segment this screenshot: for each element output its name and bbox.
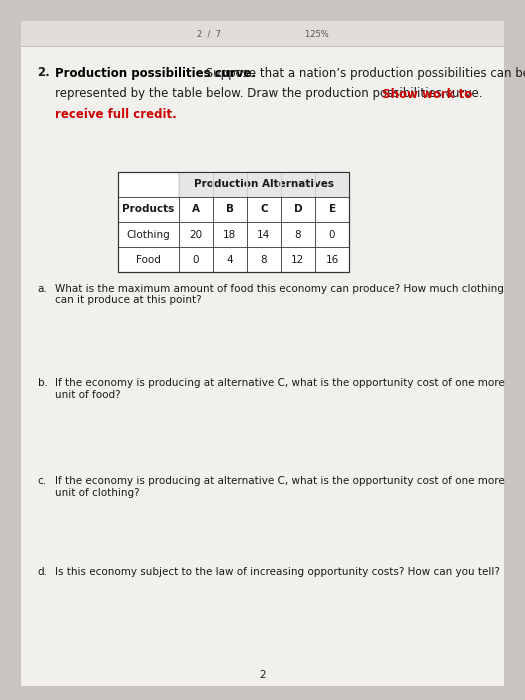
Text: A: A — [192, 204, 200, 214]
Text: Products: Products — [122, 204, 174, 214]
Text: D: D — [293, 204, 302, 214]
Text: Is this economy subject to the law of increasing opportunity costs? How can you : Is this economy subject to the law of in… — [55, 567, 500, 577]
Bar — [118, 172, 349, 272]
Text: 8: 8 — [295, 230, 301, 239]
Text: b.: b. — [38, 378, 48, 388]
Text: Food: Food — [136, 255, 161, 265]
Text: If the economy is producing at alternative C, what is the opportunity cost of on: If the economy is producing at alternati… — [55, 378, 505, 400]
Text: 8: 8 — [260, 255, 267, 265]
Text: E: E — [329, 204, 335, 214]
Text: If the economy is producing at alternative C, what is the opportunity cost of on: If the economy is producing at alternati… — [55, 476, 505, 498]
Text: c.: c. — [38, 476, 47, 486]
Text: a.: a. — [38, 284, 48, 293]
Text: Suppose that a nation’s production possibilities can be: Suppose that a nation’s production possi… — [202, 66, 525, 80]
Text: d.: d. — [38, 567, 48, 577]
Text: C: C — [260, 204, 268, 214]
Bar — [178, 172, 349, 197]
Text: Production possibilities curve.: Production possibilities curve. — [55, 66, 256, 80]
Text: What is the maximum amount of food this economy can produce? How much clothing
c: What is the maximum amount of food this … — [55, 284, 504, 305]
Text: 0: 0 — [329, 230, 335, 239]
Text: Production Alternatives: Production Alternatives — [194, 179, 334, 189]
Text: 18: 18 — [223, 230, 236, 239]
Text: B: B — [226, 204, 234, 214]
Text: represented by the table below. Draw the production possibilities curve.: represented by the table below. Draw the… — [55, 88, 482, 101]
Text: 4: 4 — [226, 255, 233, 265]
Text: 20: 20 — [189, 230, 202, 239]
Text: 2  /  7                                125%: 2 / 7 125% — [197, 29, 328, 38]
Text: 2.: 2. — [37, 66, 49, 80]
Text: 14: 14 — [257, 230, 270, 239]
Text: 16: 16 — [326, 255, 339, 265]
Text: Clothing: Clothing — [127, 230, 170, 239]
Text: receive full credit.: receive full credit. — [55, 108, 177, 122]
Bar — [118, 172, 349, 272]
Bar — [21, 21, 504, 46]
Text: 12: 12 — [291, 255, 304, 265]
Text: 0: 0 — [192, 255, 199, 265]
Text: 2: 2 — [259, 671, 266, 680]
Text: Show work to: Show work to — [378, 88, 472, 101]
